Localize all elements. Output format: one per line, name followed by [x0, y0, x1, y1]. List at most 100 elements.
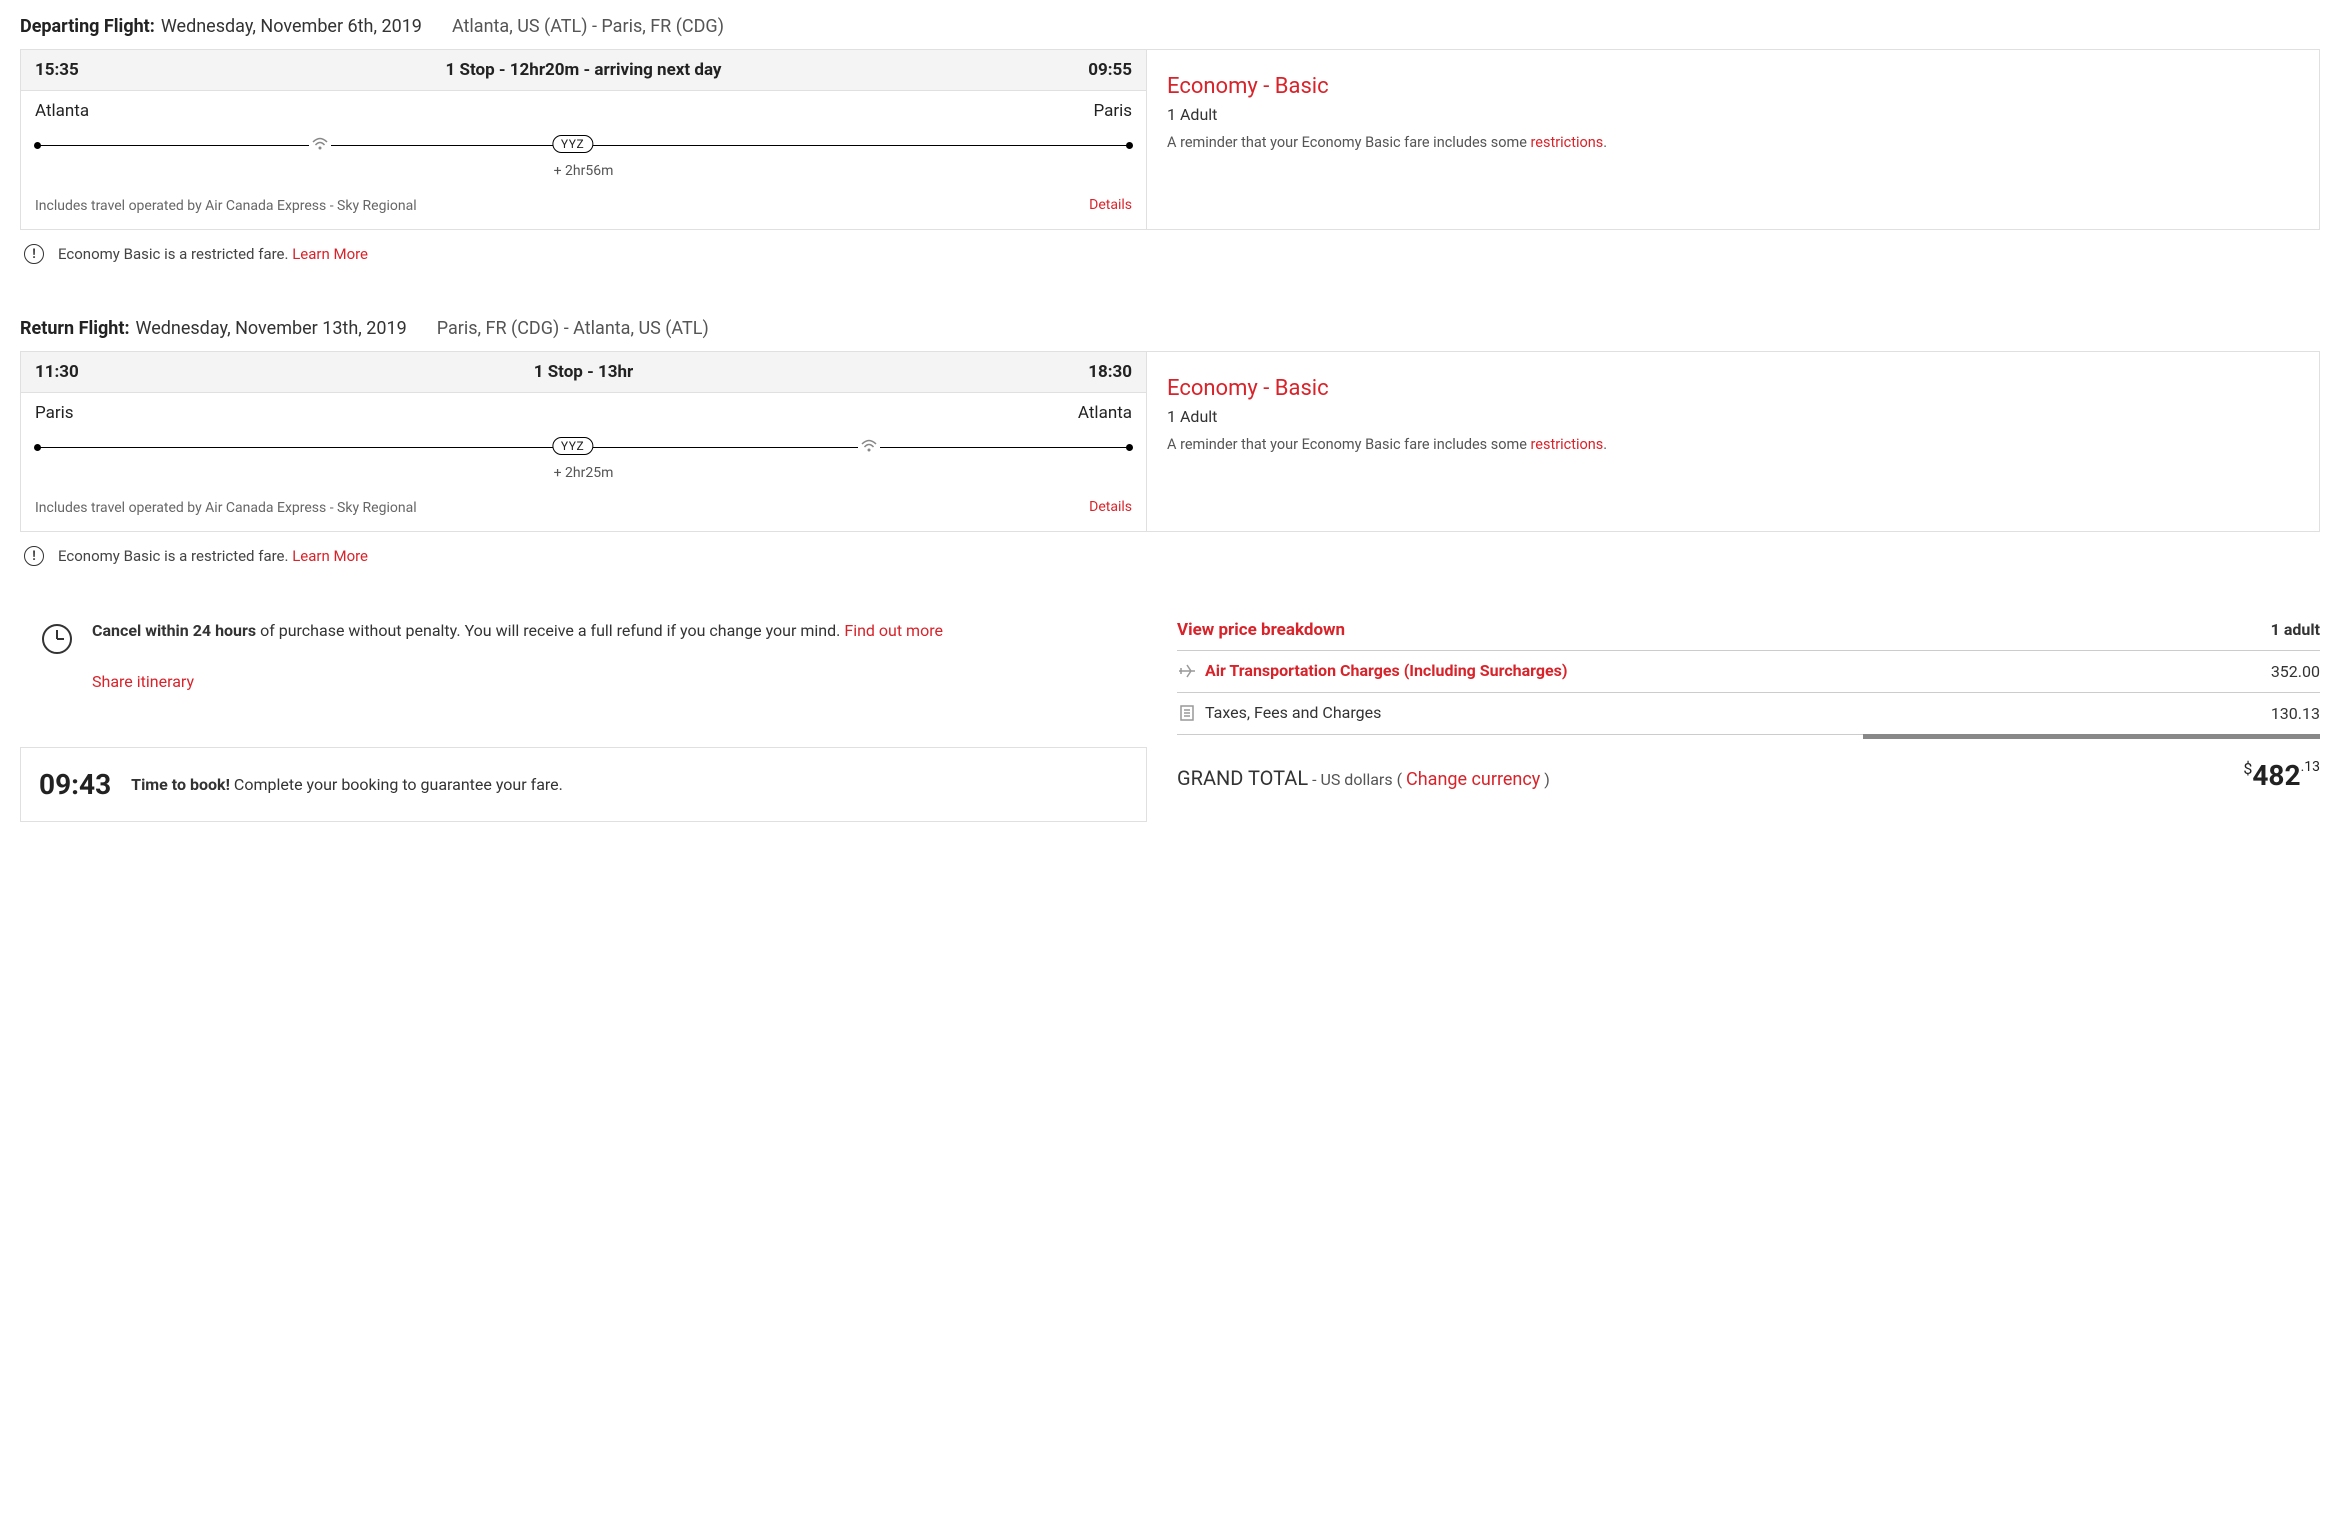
price-line: Taxes, Fees and Charges 130.13 — [1177, 693, 2320, 735]
timeline-end-dot — [1126, 142, 1133, 149]
departing-details-link[interactable]: Details — [1089, 197, 1132, 213]
departing-fare-panel: Economy - Basic 1 Adult A reminder that … — [1147, 50, 2319, 229]
return-timeline-wrap: YYZ — [21, 427, 1146, 461]
clock-icon — [40, 622, 74, 693]
departing-flight-card: 15:35 1 Stop - 12hr20m - arriving next d… — [20, 49, 2320, 230]
departing-flight-section: Departing Flight: Wednesday, November 6t… — [20, 16, 2320, 278]
return-fare-note: A reminder that your Economy Basic fare … — [1167, 436, 2299, 453]
receipt-icon — [1177, 703, 1197, 723]
timer-bold: Time to book! — [131, 775, 230, 794]
timeline-end-dot — [1126, 444, 1133, 451]
departing-timeline: YYZ — [35, 133, 1132, 159]
price-line-label: Taxes, Fees and Charges — [1205, 703, 1381, 724]
return-flight-details: 11:30 1 Stop - 13hr 18:30 Paris Atlanta … — [21, 352, 1147, 531]
amount-whole: 482 — [2252, 759, 2300, 792]
return-header: Return Flight: Wednesday, November 13th,… — [20, 318, 2320, 339]
departing-times-bar: 15:35 1 Stop - 12hr20m - arriving next d… — [21, 50, 1146, 91]
departing-operated-row: Includes travel operated by Air Canada E… — [21, 189, 1146, 229]
price-summary: View price breakdown 1 adult Air Transpo… — [1177, 620, 2320, 822]
amount-cents: .13 — [2301, 759, 2320, 775]
warning-icon: ! — [24, 546, 44, 566]
price-adults: 1 adult — [2271, 620, 2320, 639]
cancel-rest: of purchase without penalty. You will re… — [256, 621, 844, 640]
grand-total-text: GRAND TOTAL — [1177, 766, 1308, 790]
warn-text-body: Economy Basic is a restricted fare. — [58, 547, 292, 565]
currency-symbol: $ — [2243, 759, 2252, 778]
learn-more-link[interactable]: Learn More — [292, 245, 368, 263]
warning-text: Economy Basic is a restricted fare. Lear… — [58, 547, 368, 565]
return-fare-panel: Economy - Basic 1 Adult A reminder that … — [1147, 352, 2319, 531]
wifi-icon — [309, 137, 331, 151]
grand-total-amount: $482.13 — [2243, 759, 2320, 792]
stop-badge: YYZ — [552, 437, 593, 455]
cancel-bold: Cancel within 24 hours — [92, 621, 256, 640]
timeline-start-dot — [34, 444, 41, 451]
currency-close: ) — [1540, 770, 1550, 789]
return-operated-by: Includes travel operated by Air Canada E… — [35, 499, 417, 517]
return-operated-row: Includes travel operated by Air Canada E… — [21, 491, 1146, 531]
note-prefix: A reminder that your Economy Basic fare … — [1167, 436, 1531, 453]
warning-icon: ! — [24, 244, 44, 264]
restrictions-link[interactable]: restrictions — [1531, 134, 1604, 151]
restrictions-link[interactable]: restrictions — [1531, 436, 1604, 453]
warning-text: Economy Basic is a restricted fare. Lear… — [58, 245, 368, 263]
departing-cities: Atlanta Paris — [21, 91, 1146, 125]
departing-arr-time: 09:55 — [1088, 60, 1132, 80]
departing-header: Departing Flight: Wednesday, November 6t… — [20, 16, 2320, 37]
plane-icon — [1177, 661, 1197, 681]
return-details-link[interactable]: Details — [1089, 499, 1132, 515]
departing-operated-by: Includes travel operated by Air Canada E… — [35, 197, 417, 215]
timer-value: 09:43 — [39, 768, 111, 801]
timer-rest: Complete your booking to guarantee your … — [230, 775, 563, 794]
departing-date: Wednesday, November 6th, 2019 — [161, 16, 422, 37]
note-suffix: . — [1603, 436, 1607, 453]
return-timeline: YYZ — [35, 435, 1132, 461]
return-to-city: Atlanta — [1078, 403, 1132, 423]
cancel-text: Cancel within 24 hours of purchase witho… — [92, 620, 943, 693]
return-date: Wednesday, November 13th, 2019 — [136, 318, 407, 339]
price-line-amount: 352.00 — [2271, 662, 2320, 681]
departing-from-city: Atlanta — [35, 101, 89, 121]
return-pax: 1 Adult — [1167, 407, 2299, 426]
departing-warning: ! Economy Basic is a restricted fare. Le… — [20, 230, 2320, 278]
find-out-more-link[interactable]: Find out more — [844, 621, 943, 640]
return-arr-time: 18:30 — [1088, 362, 1132, 382]
return-times-bar: 11:30 1 Stop - 13hr 18:30 — [21, 352, 1146, 393]
departing-flight-details: 15:35 1 Stop - 12hr20m - arriving next d… — [21, 50, 1147, 229]
note-prefix: A reminder that your Economy Basic fare … — [1167, 134, 1531, 151]
change-currency-link[interactable]: Change currency — [1406, 769, 1540, 790]
wifi-icon — [858, 439, 880, 453]
return-cities: Paris Atlanta — [21, 393, 1146, 427]
return-layover: + 2hr25m — [21, 461, 1146, 491]
stop-badge: YYZ — [552, 135, 593, 153]
view-price-breakdown-link[interactable]: View price breakdown — [1177, 620, 1345, 640]
booking-timer: 09:43 Time to book! Complete your bookin… — [20, 747, 1147, 822]
timer-message: Time to book! Complete your booking to g… — [131, 775, 563, 794]
return-flight-section: Return Flight: Wednesday, November 13th,… — [20, 318, 2320, 580]
departing-route: Atlanta, US (ATL) - Paris, FR (CDG) — [452, 16, 724, 37]
return-from-city: Paris — [35, 403, 74, 423]
return-route: Paris, FR (CDG) - Atlanta, US (ATL) — [437, 318, 709, 339]
price-line-amount: 130.13 — [2271, 704, 2320, 723]
learn-more-link[interactable]: Learn More — [292, 547, 368, 565]
return-stop-summary: 1 Stop - 13hr — [534, 362, 634, 382]
departing-timeline-wrap: YYZ — [21, 125, 1146, 159]
price-lines: Air Transportation Charges (Including Su… — [1177, 651, 2320, 735]
warn-text-body: Economy Basic is a restricted fare. — [58, 245, 292, 263]
departing-pax: 1 Adult — [1167, 105, 2299, 124]
bottom-area: Cancel within 24 hours of purchase witho… — [20, 620, 2320, 822]
departing-fare-note: A reminder that your Economy Basic fare … — [1167, 134, 2299, 151]
note-suffix: . — [1603, 134, 1607, 151]
grand-total-label: GRAND TOTAL - US dollars ( Change curren… — [1177, 766, 1550, 790]
currency-text: - US dollars ( — [1308, 770, 1406, 789]
cancel-policy: Cancel within 24 hours of purchase witho… — [20, 620, 1147, 713]
departing-dep-time: 15:35 — [35, 60, 79, 80]
departing-label: Departing Flight: — [20, 16, 155, 37]
return-fare-name: Economy - Basic — [1167, 376, 2299, 401]
return-warning: ! Economy Basic is a restricted fare. Le… — [20, 532, 2320, 580]
departing-fare-name: Economy - Basic — [1167, 74, 2299, 99]
price-line-label[interactable]: Air Transportation Charges (Including Su… — [1205, 661, 1568, 682]
price-header: View price breakdown 1 adult — [1177, 620, 2320, 651]
bottom-left: Cancel within 24 hours of purchase witho… — [20, 620, 1147, 822]
share-itinerary-link[interactable]: Share itinerary — [92, 671, 194, 693]
